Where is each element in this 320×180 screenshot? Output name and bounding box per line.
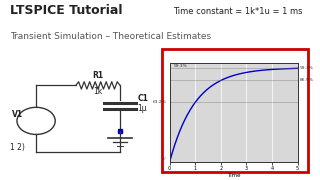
Text: 1k: 1k (93, 87, 103, 96)
Text: 5°: 5° (161, 157, 166, 161)
Text: 1 2): 1 2) (10, 143, 25, 152)
Text: C1: C1 (138, 94, 148, 103)
Text: 63.2%: 63.2% (153, 100, 166, 104)
Text: 1μ: 1μ (138, 105, 147, 114)
Text: 99.3%: 99.3% (300, 66, 313, 70)
Text: V1: V1 (12, 110, 23, 119)
Text: Transient Simulation – Theoretical Estimates: Transient Simulation – Theoretical Estim… (10, 32, 211, 41)
Text: 99.3%: 99.3% (173, 64, 187, 68)
X-axis label: Time: Time (227, 173, 240, 177)
Text: LTSPICE Tutorial: LTSPICE Tutorial (10, 4, 122, 17)
Text: Time constant = 1k*1u = 1 ms: Time constant = 1k*1u = 1 ms (173, 7, 302, 16)
Text: 86.5%: 86.5% (300, 78, 314, 82)
Text: R1: R1 (92, 71, 103, 80)
Bar (162, 49, 308, 172)
